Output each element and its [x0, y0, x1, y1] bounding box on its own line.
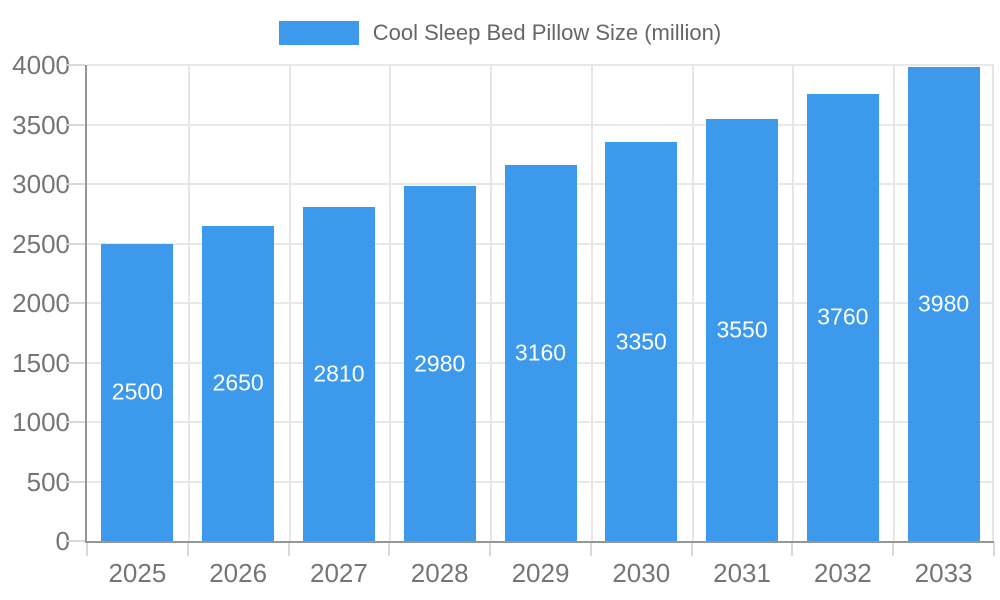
- y-tick-mark: [67, 421, 85, 423]
- y-axis-tick-label: 4000: [12, 50, 70, 80]
- x-gridline: [288, 65, 291, 541]
- x-tick-mark: [186, 543, 189, 556]
- y-tick-mark: [67, 64, 85, 66]
- bar: 2810: [302, 206, 375, 541]
- x-gridline: [893, 65, 896, 541]
- bar: 2500: [101, 243, 174, 541]
- x-tick-mark: [993, 543, 995, 556]
- y-axis-tick-label: 3500: [12, 109, 70, 140]
- x-gridline: [691, 65, 694, 541]
- x-tick-mark: [791, 543, 794, 556]
- x-gridline: [590, 65, 593, 541]
- bar-value-label: 3350: [615, 328, 667, 355]
- y-tick-mark: [67, 242, 85, 245]
- bar-value-label: 2650: [212, 369, 264, 396]
- y-axis-tick-label: 1000: [12, 407, 70, 437]
- y-axis-tick-label: 500: [26, 466, 70, 497]
- x-axis-tick-label: 2033: [914, 558, 973, 588]
- bar-value-label: 2810: [313, 360, 365, 387]
- y-gridline: [87, 64, 994, 66]
- x-gridline: [389, 65, 392, 541]
- x-tick-mark: [388, 543, 391, 556]
- bar-value-label: 2980: [414, 350, 466, 377]
- bar: 3160: [504, 164, 577, 541]
- x-gridline: [992, 65, 994, 541]
- y-axis-tick-label: 3000: [12, 169, 70, 199]
- y-tick-mark: [67, 480, 85, 483]
- x-tick-mark: [690, 543, 693, 556]
- y-tick-mark: [67, 302, 85, 304]
- bar-value-label: 3160: [514, 339, 567, 366]
- x-gridline: [490, 65, 493, 541]
- chart-legend: Cool Sleep Bed Pillow Size (million): [0, 20, 1000, 46]
- x-axis-tick-label: 2029: [511, 558, 570, 588]
- y-axis-tick-label: 2500: [12, 228, 70, 259]
- y-tick-mark: [67, 540, 85, 542]
- y-axis-tick-label: 1500: [12, 347, 70, 378]
- x-tick-mark: [589, 543, 592, 556]
- y-tick-mark: [67, 183, 85, 185]
- x-gridline: [792, 65, 795, 541]
- bar: 3550: [706, 118, 779, 541]
- bar: 3760: [806, 93, 879, 541]
- y-gridline: [87, 123, 994, 126]
- x-axis-tick-label: 2028: [410, 558, 469, 588]
- x-axis-tick-label: 2027: [310, 558, 368, 588]
- x-axis-tick-label: 2032: [813, 558, 872, 588]
- y-tick-mark: [67, 123, 85, 126]
- plot-area: 2500 2650 2810 2980 3160 3350 3550 3760 3980: [85, 64, 994, 543]
- x-gridline: [187, 65, 190, 541]
- bar-value-label: 2500: [111, 378, 163, 405]
- bar-value-label: 3760: [817, 303, 869, 330]
- y-axis-tick-label: 2000: [12, 288, 70, 318]
- bar: 2980: [403, 186, 476, 541]
- y-tick-mark: [67, 361, 85, 364]
- legend-label: Cool Sleep Bed Pillow Size (million): [372, 20, 722, 45]
- x-axis-tick-label: 2025: [108, 558, 167, 588]
- bar: 2650: [202, 225, 275, 541]
- legend-swatch: [278, 21, 359, 45]
- y-axis-tick-label: 0: [55, 526, 70, 556]
- x-axis-tick-label: 2030: [612, 558, 671, 588]
- bar-value-label: 3550: [716, 316, 768, 343]
- x-tick-mark: [489, 543, 492, 556]
- bar: 3350: [605, 142, 678, 541]
- bar-value-label: 3980: [918, 290, 970, 317]
- x-axis-tick-label: 2026: [209, 558, 268, 588]
- x-tick-mark: [86, 543, 88, 556]
- x-tick-mark: [287, 543, 290, 556]
- x-axis-tick-label: 2031: [713, 558, 771, 588]
- bar: 3980: [907, 67, 980, 541]
- x-tick-mark: [892, 543, 895, 556]
